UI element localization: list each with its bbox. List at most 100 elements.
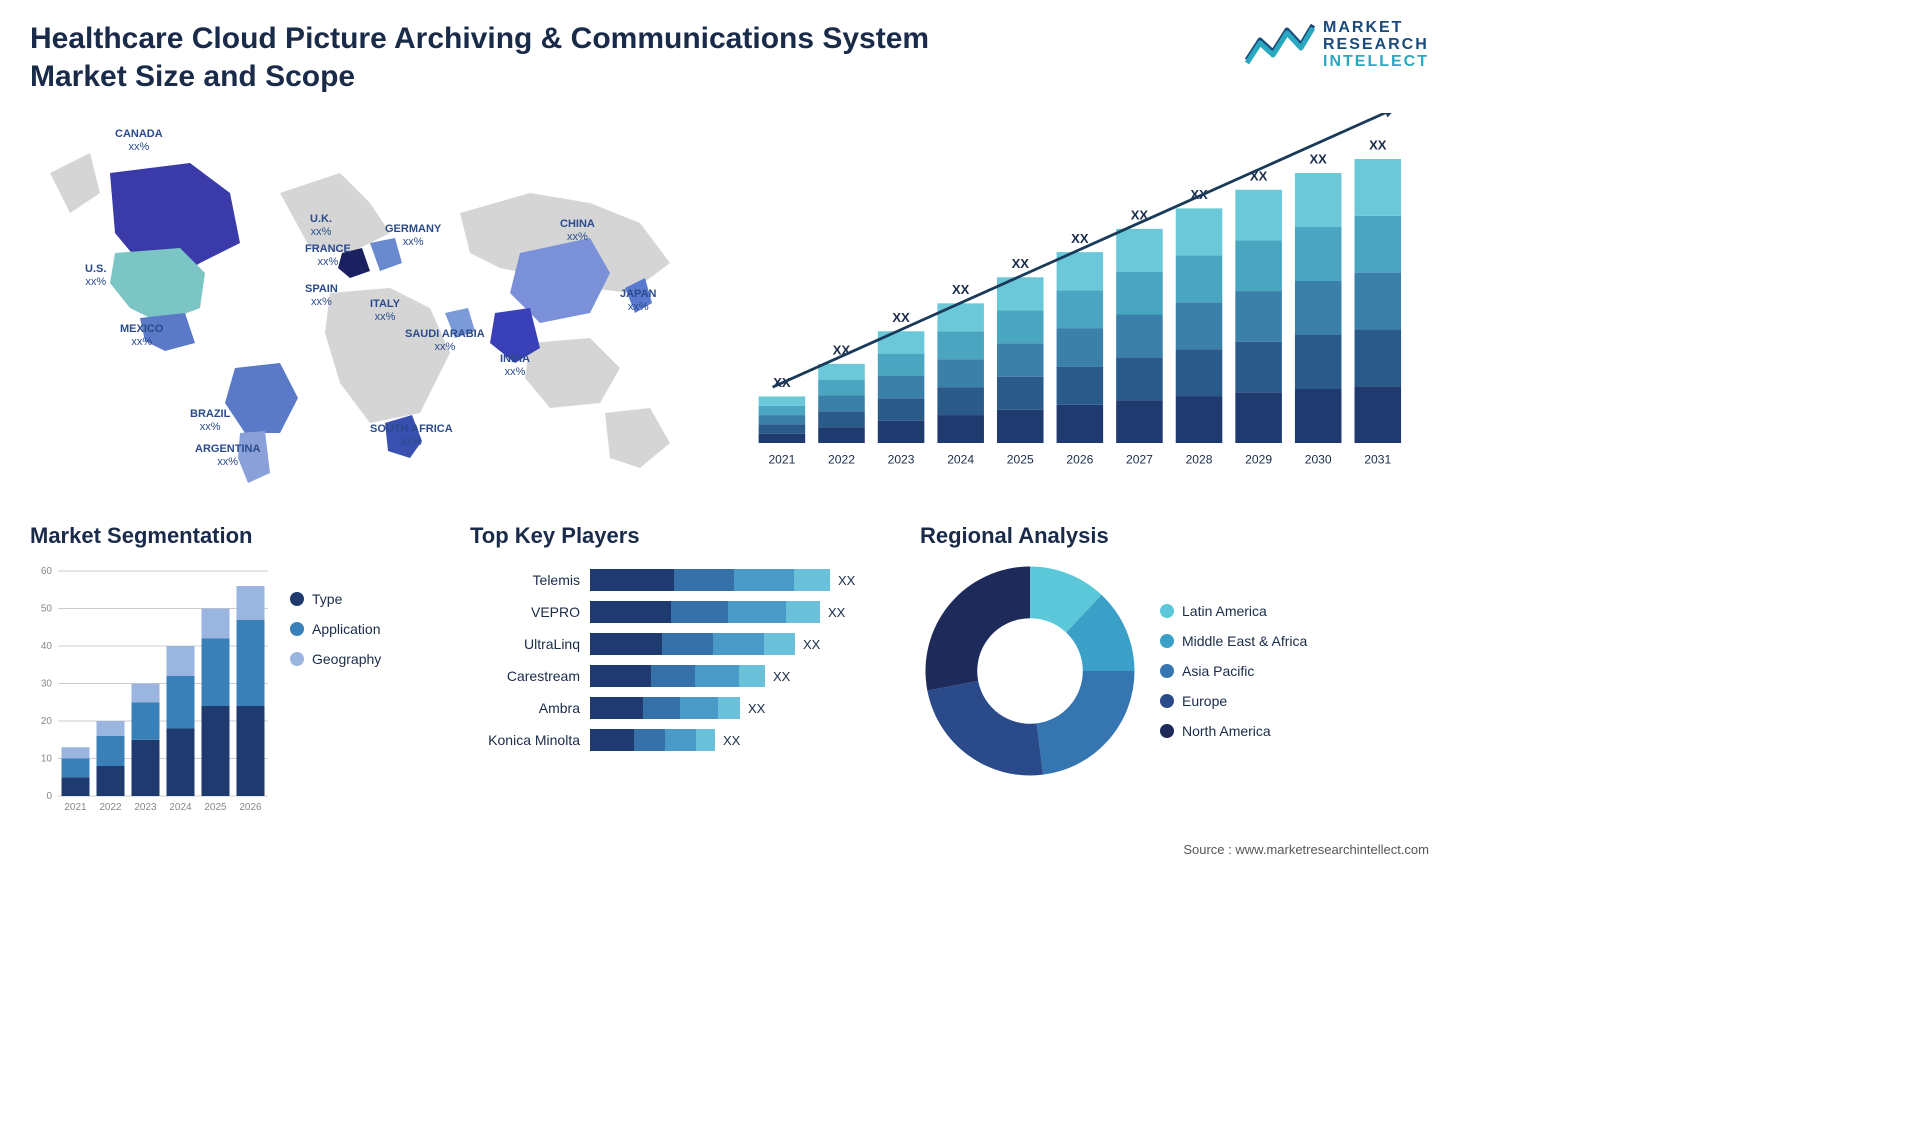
svg-text:30: 30	[41, 679, 53, 690]
player-name: Telemis	[470, 572, 590, 588]
growth-chart-panel: XX2021XX2022XX2023XX2024XX2025XX2026XX20…	[710, 113, 1429, 503]
regional-legend: Latin AmericaMiddle East & AfricaAsia Pa…	[1160, 603, 1307, 739]
svg-text:2028: 2028	[1186, 452, 1213, 466]
segmentation-legend: Type Application Geography	[280, 561, 450, 821]
map-country-label: SOUTH AFRICAxx%	[370, 423, 453, 449]
svg-text:0: 0	[46, 791, 52, 802]
svg-text:2024: 2024	[947, 452, 974, 466]
world-map-panel: CANADAxx%U.S.xx%MEXICOxx%BRAZILxx%ARGENT…	[30, 113, 710, 503]
svg-text:2026: 2026	[1066, 452, 1093, 466]
logo-text: MARKET RESEARCH INTELLECT	[1323, 20, 1429, 70]
svg-text:2023: 2023	[134, 802, 157, 813]
regional-panel: Regional Analysis Latin AmericaMiddle Ea…	[920, 523, 1429, 843]
player-value: XX	[740, 701, 765, 716]
top-row: CANADAxx%U.S.xx%MEXICOxx%BRAZILxx%ARGENT…	[30, 113, 1429, 503]
legend-item: Europe	[1160, 693, 1307, 709]
bottom-row: Market Segmentation 0 10 20 30 40 50 60 2021 202…	[30, 523, 1429, 843]
players-title: Top Key Players	[470, 523, 900, 549]
logo-mark-icon	[1245, 20, 1315, 70]
map-country-label: SPAINxx%	[305, 283, 338, 309]
svg-text:XX: XX	[952, 282, 970, 297]
player-row: Konica MinoltaXX	[470, 729, 900, 751]
map-country-label: U.K.xx%	[310, 213, 332, 239]
map-country-label: SAUDI ARABIAxx%	[405, 328, 485, 354]
player-row: Carestream XX	[470, 665, 900, 687]
logo-line2: RESEARCH	[1323, 37, 1429, 54]
growth-bar-chart: XX2021XX2022XX2023XX2024XX2025XX2026XX20…	[740, 113, 1429, 503]
player-name: Konica Minolta	[470, 732, 590, 748]
source-attribution: Source : www.marketresearchintellect.com	[1183, 842, 1429, 857]
svg-text:XX: XX	[1310, 152, 1328, 167]
svg-text:XX: XX	[1369, 138, 1387, 153]
player-bar	[590, 697, 740, 719]
svg-text:2022: 2022	[99, 802, 122, 813]
player-value: XX	[795, 637, 820, 652]
players-panel: Top Key Players TelemisXXVEPROXXUltraLin…	[470, 523, 900, 843]
player-name: Ambra	[470, 700, 590, 716]
svg-text:2021: 2021	[64, 802, 87, 813]
player-row: VEPRO XX	[470, 601, 900, 623]
player-value: XX	[820, 605, 845, 620]
players-chart: TelemisXXVEPROXXUltraLinqXXCarestreamXXA…	[470, 561, 900, 751]
map-country-label: BRAZILxx%	[190, 408, 230, 434]
player-row: UltraLinq XX	[470, 633, 900, 655]
player-name: VEPRO	[470, 604, 590, 620]
map-country-label: ARGENTINAxx%	[195, 443, 260, 469]
player-bar	[590, 569, 830, 591]
legend-item: North America	[1160, 723, 1307, 739]
svg-text:50: 50	[41, 604, 53, 615]
svg-text:XX: XX	[1012, 256, 1030, 271]
legend-item: Geography	[290, 651, 450, 667]
map-country-label: FRANCExx%	[305, 243, 351, 269]
svg-text:2023: 2023	[888, 452, 915, 466]
segmentation-bars: 0 10 20 30 40 50 60 2021 2022 2023 2024 2025 2026	[30, 561, 280, 821]
player-name: UltraLinq	[470, 636, 590, 652]
svg-text:2030: 2030	[1305, 452, 1332, 466]
legend-item: Middle East & Africa	[1160, 633, 1307, 649]
player-bar	[590, 633, 795, 655]
player-row: Telemis XX	[470, 569, 900, 591]
svg-text:2022: 2022	[828, 452, 855, 466]
map-country-label: ITALYxx%	[370, 298, 400, 324]
svg-text:2031: 2031	[1364, 452, 1391, 466]
svg-text:20: 20	[41, 716, 53, 727]
legend-item: Asia Pacific	[1160, 663, 1307, 679]
segmentation-panel: Market Segmentation 0 10 20 30 40 50 60 2021 202…	[30, 523, 450, 843]
svg-text:60: 60	[41, 566, 53, 577]
player-value: XX	[830, 573, 855, 588]
player-bar	[590, 665, 765, 687]
svg-text:10: 10	[41, 754, 53, 765]
segmentation-svg: 0 10 20 30 40 50 60 2021 2022 2023 2024 2025 2026	[30, 561, 280, 821]
svg-text:2025: 2025	[204, 802, 227, 813]
map-country-label: CANADAxx%	[115, 128, 163, 154]
svg-text:2027: 2027	[1126, 452, 1153, 466]
svg-text:2029: 2029	[1245, 452, 1272, 466]
player-row: Ambra XX	[470, 697, 900, 719]
map-country-label: CHINAxx%	[560, 218, 595, 244]
regional-content: Latin AmericaMiddle East & AfricaAsia Pa…	[920, 561, 1429, 781]
header: Healthcare Cloud Picture Archiving & Com…	[30, 20, 1429, 95]
svg-text:XX: XX	[892, 310, 910, 325]
brand-logo: MARKET RESEARCH INTELLECT	[1245, 20, 1429, 70]
svg-text:XX: XX	[1071, 231, 1089, 246]
player-bar	[590, 729, 715, 751]
donut-svg	[920, 561, 1140, 781]
player-value: XX	[765, 669, 790, 684]
svg-text:2021: 2021	[768, 452, 795, 466]
legend-item: Type	[290, 591, 450, 607]
legend-item: Application	[290, 621, 450, 637]
map-country-label: INDIAxx%	[500, 353, 530, 379]
svg-text:40: 40	[41, 641, 53, 652]
map-country-label: JAPANxx%	[620, 288, 656, 314]
infographic-page: Healthcare Cloud Picture Archiving & Com…	[0, 0, 1459, 869]
svg-text:2026: 2026	[239, 802, 262, 813]
regional-title: Regional Analysis	[920, 523, 1429, 549]
logo-line1: MARKET	[1323, 20, 1429, 37]
segmentation-chart: 0 10 20 30 40 50 60 2021 2022 2023 2024 2025 2026 Ty…	[30, 561, 450, 821]
player-name: Carestream	[470, 668, 590, 684]
svg-text:2025: 2025	[1007, 452, 1034, 466]
regional-donut	[920, 561, 1140, 781]
map-country-label: U.S.xx%	[85, 263, 106, 289]
svg-text:2024: 2024	[169, 802, 192, 813]
segmentation-title: Market Segmentation	[30, 523, 450, 549]
